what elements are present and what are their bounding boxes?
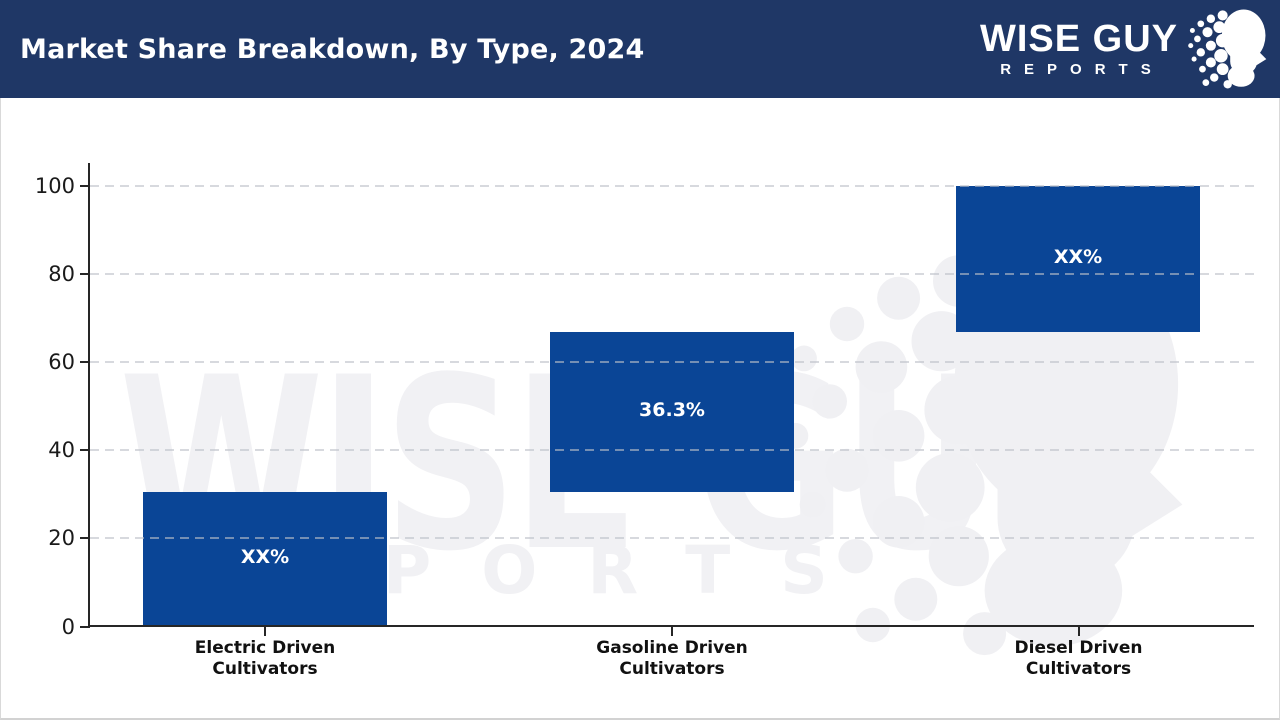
y-tick-mark (80, 537, 89, 540)
y-tick-mark (80, 625, 89, 628)
x-tick-mark (671, 627, 673, 636)
x-category-label-line: Diesel Driven (1014, 638, 1143, 658)
bar-value-label: XX% (240, 546, 290, 569)
x-axis-line (88, 625, 1254, 627)
x-category-label: Diesel Driven Cultivators (949, 638, 1209, 680)
page-title: Market Share Breakdown, By Type, 2024 (20, 33, 645, 65)
y-tick-mark (80, 360, 89, 363)
grid-line (90, 537, 1254, 540)
y-tick-label: 20 (48, 526, 75, 551)
y-axis-line (88, 163, 90, 628)
y-tick-mark (80, 272, 89, 275)
x-category-label-line: Electric Driven (194, 638, 336, 658)
x-category-label-line: Gasoline Driven (596, 638, 748, 658)
grid-line (90, 360, 1254, 363)
y-tick-label: 0 (61, 614, 75, 639)
logo-text: WISE GUY REPORTS (980, 20, 1178, 78)
header-bar: Market Share Breakdown, By Type, 2024 WI… (0, 0, 1280, 98)
logo-name: WISE GUY (979, 18, 1178, 60)
wise-guy-reports-logo: WISE GUY REPORTS (980, 0, 1268, 98)
x-tick-mark (264, 627, 266, 636)
bar-segment (956, 185, 1200, 332)
bar-value-label: 36.3% (639, 398, 705, 421)
x-tick-mark (1077, 627, 1080, 636)
grid-line (90, 449, 1254, 452)
bar-segment (550, 331, 794, 492)
bar-value-label: XX% (1053, 245, 1103, 268)
x-category-label: Electric Driven Cultivators (135, 638, 395, 680)
grid-line (90, 184, 1254, 187)
y-tick-mark (80, 449, 89, 452)
x-category-label-line: Cultivators (1025, 659, 1132, 679)
x-category-label-line: Cultivators (619, 659, 725, 679)
y-tick-label: 60 (48, 349, 75, 374)
chart-canvas: WISE GUY REPORTS 0 20 40 60 80 100 XX% 36.3% XX%… (0, 98, 1280, 720)
y-tick-label: 40 (48, 438, 75, 463)
bar-segment (143, 491, 387, 627)
x-category-label-line: Cultivators (212, 659, 318, 679)
dotted-face-icon (1188, 9, 1267, 89)
grid-line (90, 272, 1254, 275)
y-tick-mark (80, 184, 89, 187)
y-tick-label: 100 (34, 173, 75, 198)
x-category-label: Gasoline Driven Cultivators (542, 638, 802, 680)
y-tick-label: 80 (48, 261, 75, 286)
logo-subtitle: REPORTS (1000, 61, 1164, 78)
plot-area: 0 20 40 60 80 100 XX% 36.3% XX% Electric Driven Cu… (1, 98, 1279, 718)
